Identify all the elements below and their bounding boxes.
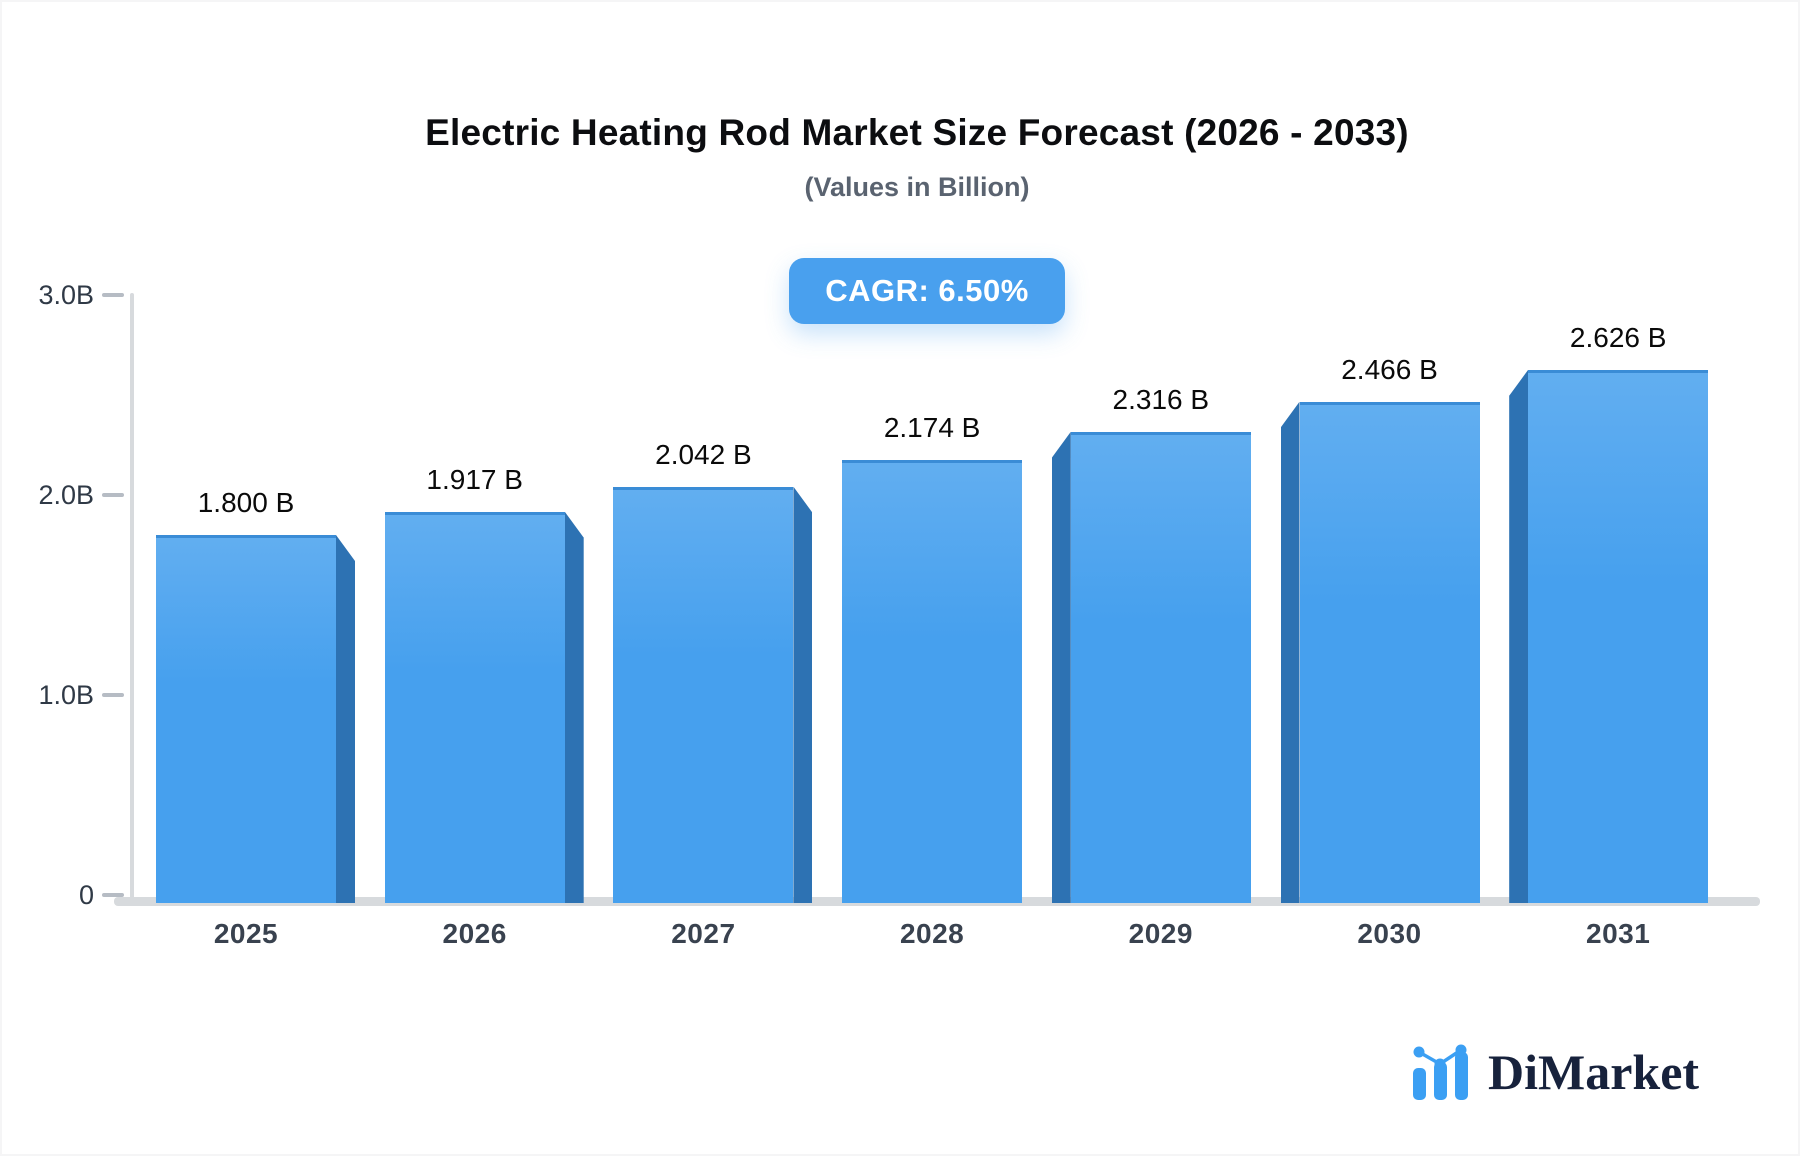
y-axis-tick-label: 1.0B xyxy=(38,680,94,710)
x-axis-category-label: 2028 xyxy=(899,918,965,949)
bar xyxy=(384,511,565,903)
bar xyxy=(1070,431,1251,903)
brand-logo: DiMarket xyxy=(1410,1044,1699,1107)
bar xyxy=(1528,369,1709,903)
bar-value-label: 2.174 B xyxy=(883,412,981,444)
chart-subtitle: (Values in Billion) xyxy=(804,172,1030,202)
mini-bar-line-chart-icon xyxy=(1410,1044,1474,1107)
bar xyxy=(156,535,336,903)
y-axis-tick-mark xyxy=(102,493,124,497)
bar-value-label: 2.466 B xyxy=(1341,353,1438,385)
bar-value-label: 2.316 B xyxy=(1112,383,1210,415)
x-axis-category-label: 2029 xyxy=(1128,918,1193,949)
bar-3d-side xyxy=(1051,431,1071,903)
bar-3d-side xyxy=(336,535,355,903)
y-axis-tick-label: 3.0B xyxy=(38,280,94,310)
bar-3d-side xyxy=(564,511,584,903)
y-axis-tick-mark xyxy=(102,893,124,897)
bar xyxy=(613,486,794,903)
bar-3d-side xyxy=(1509,369,1529,903)
x-axis-category-label: 2025 xyxy=(213,918,279,949)
y-axis-tick-mark xyxy=(102,293,124,297)
bar-3d-side xyxy=(1280,401,1300,903)
chart-title: Electric Heating Rod Market Size Forecas… xyxy=(425,112,1409,153)
bar xyxy=(842,460,1023,903)
bar-value-label: 1.917 B xyxy=(426,463,523,495)
y-axis-tick-mark xyxy=(102,693,124,697)
x-axis-category-label: 2027 xyxy=(671,918,736,949)
cagr-badge: CAGR: 6.50% xyxy=(789,258,1065,324)
bar-value-label: 2.042 B xyxy=(655,438,752,470)
bar-value-label: 1.800 B xyxy=(197,487,295,518)
y-axis-line xyxy=(130,293,134,903)
y-axis-tick-label: 0 xyxy=(78,880,94,910)
x-axis-category-label: 2030 xyxy=(1357,918,1422,949)
brand-name: DiMarket xyxy=(1488,1044,1700,1100)
x-axis-category-label: 2026 xyxy=(442,918,507,949)
y-axis-tick-label: 2.0B xyxy=(38,480,94,510)
bar-3d-side xyxy=(793,486,813,903)
bar xyxy=(1299,401,1480,903)
bar-value-label: 2.626 B xyxy=(1569,321,1667,353)
x-axis-category-label: 2031 xyxy=(1586,918,1651,949)
